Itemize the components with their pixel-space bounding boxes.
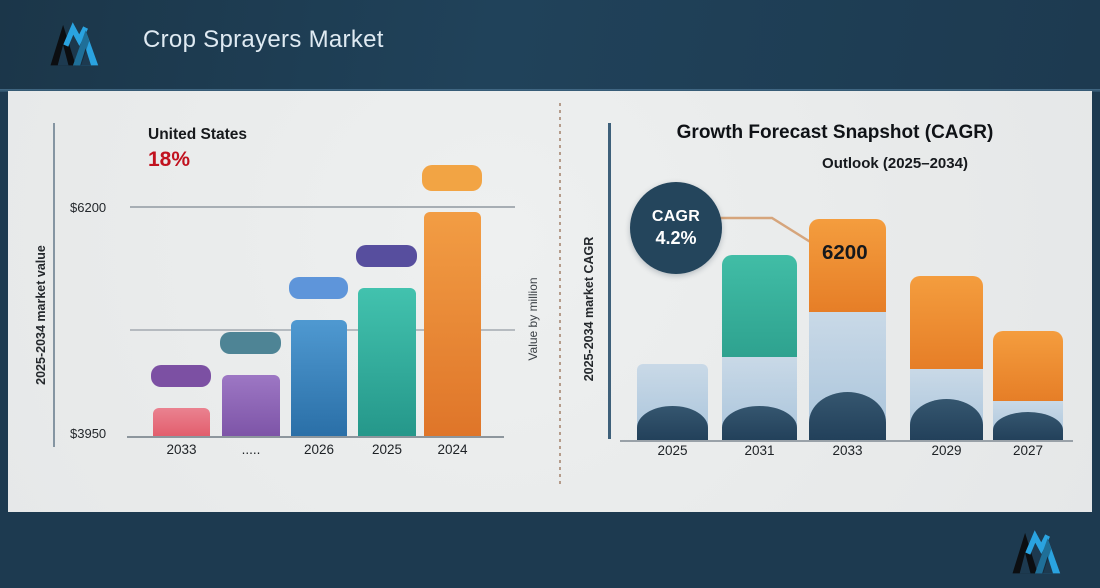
segment-light-2029 [910,369,983,441]
footer-ama-mountain-logo-icon [1012,530,1061,574]
left-xtick-2033: 2033 [166,442,197,457]
bar-cap-2025 [356,245,417,267]
segment-light-2027 [993,401,1063,441]
left-xtick-2026: 2026 [303,442,335,457]
segment-dome-2029 [910,399,983,441]
bar-cap-2024 [422,165,482,191]
segment-accent-2031 [722,255,797,357]
page-title: Crop Sprayers Market [143,26,384,53]
right-xtick-2027: 2027 [1012,443,1044,458]
bar-..... [222,375,280,437]
header-edge-line [0,89,1100,92]
left-x-axis-line [127,436,504,438]
left-ytick-6200: $6200 [70,200,107,215]
cagr-badge-label: CAGR [651,207,701,225]
bar-2026 [291,320,347,437]
left-ytick-3950: $3950 [70,426,107,441]
left-xtick-2024: 2024 [437,442,468,457]
cagr-callout-line [718,216,821,250]
left-xtick-2025: 2025 [371,442,403,457]
right-xtick-2031: 2031 [744,443,775,458]
left-chart-highlight-value: 18% [148,148,191,171]
right-y-axis-title: 2025-2034 market CAGR [582,236,596,382]
stacked-bar-2027 [993,331,1063,441]
segment-light-2031 [722,357,797,441]
segment-light-2025 [637,364,708,441]
gridline-6200 [130,206,515,208]
left-chart-title: United States [148,126,248,143]
segment-light-2033 [809,312,886,441]
left-xtick-.....: ..... [241,442,261,457]
segment-dome-2025 [637,406,708,441]
segment-accent-2033 [809,219,886,312]
segment-accent-2029 [910,276,983,369]
right-xtick-2025: 2025 [657,443,688,458]
right-chart-subtitle: Outlook (2025–2034) [822,155,968,172]
left-chart-right-axis-title: Value by million [526,277,540,361]
bar-cap-..... [220,332,281,354]
right-x-axis-line [620,440,1073,442]
footer-bar: @ All Market Analysis Snapshot GlobalCro… [0,512,1100,588]
right-xtick-2029: 2029 [931,443,962,458]
segment-accent-2027 [993,331,1063,401]
bar-2025 [358,288,416,437]
stacked-bar-2029 [910,276,983,441]
annotation-6200: 6200 [822,241,868,264]
segment-dome-2027 [993,412,1063,441]
bar-2033 [153,408,210,437]
cagr-badge: CAGR 4.2% [630,182,722,274]
bar-2024 [424,212,481,437]
left-y-axis-line [53,123,55,447]
right-chart-title: Growth Forecast Snapshot (CAGR) [676,122,994,143]
left-y-axis-title: 2025-2034 market value [34,245,48,385]
stacked-bar-2033 [809,219,886,441]
chart-divider-dashed-line [559,103,561,485]
header-bar: Crop Sprayers Market [0,0,1100,92]
stacked-bar-2031 [722,255,797,441]
segment-dome-2031 [722,406,797,441]
bar-cap-2026 [289,277,348,299]
stacked-bar-2025 [637,364,708,441]
cagr-badge-value: 4.2% [655,227,697,248]
right-xtick-2033: 2033 [832,443,863,458]
bar-cap-2033 [151,365,211,387]
ama-mountain-logo-icon [50,22,99,66]
right-y-axis-line [608,123,611,439]
segment-dome-2033 [809,392,886,441]
